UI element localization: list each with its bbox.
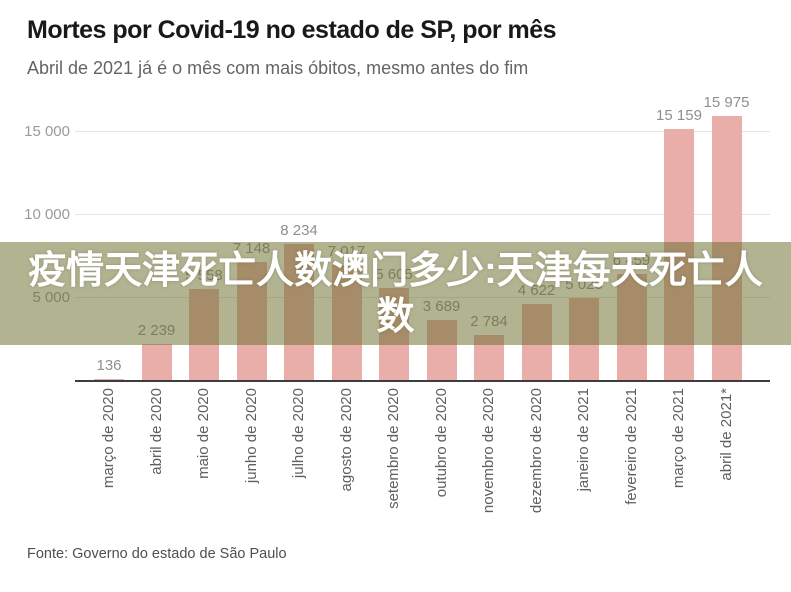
bar-value-label: 15 159 (656, 107, 702, 125)
bar-value-label: 136 (96, 356, 122, 374)
source-note: Fonte: Governo do estado de São Paulo (27, 546, 287, 562)
gridline (75, 131, 770, 132)
bar (141, 343, 172, 381)
x-tick-label: abril de 2021* (717, 388, 735, 481)
x-tick-label: novembro de 2020 (480, 388, 497, 514)
y-tick-label: 10 000 (24, 206, 70, 223)
x-tick-label: janeiro de 2021 (575, 388, 592, 492)
x-tick-label: abril de 2020 (147, 388, 165, 475)
x-tick-label: junho de 2020 (242, 388, 260, 484)
overlay-text-line1: 疫情天津死亡人数澳门多少:天津每天死亡人 (28, 249, 763, 292)
x-tick-label: maio de 2020 (195, 388, 212, 479)
bar-value-label: 15 975 (703, 93, 750, 111)
overlay-banner: 疫情天津死亡人数澳门多少:天津每天死亡人 数 (0, 242, 791, 345)
x-tick-label: agosto de 2020 (337, 388, 355, 492)
y-tick-label: 15 000 (24, 123, 70, 140)
x-tick-label: outubro de 2020 (432, 388, 450, 498)
bar (94, 378, 124, 381)
overlay-text-line2: 数 (376, 295, 415, 338)
page-subtitle: Abril de 2021 já é o mês com mais óbitos… (27, 58, 529, 78)
x-tick-label: fevereiro de 2021 (622, 388, 640, 505)
x-tick-label: julho de 2020 (290, 388, 307, 479)
bar-value-label: 8 234 (280, 222, 318, 240)
page-title: Mortes por Covid-19 no estado de SP, por… (27, 16, 557, 44)
x-tick-label: março de 2020 (100, 388, 117, 489)
x-axis-baseline (75, 380, 770, 382)
gridline (75, 214, 770, 215)
x-tick-label: março de 2021 (670, 388, 687, 489)
x-tick-label: setembro de 2020 (385, 388, 402, 509)
x-tick-label: dezembro de 2020 (527, 388, 545, 514)
